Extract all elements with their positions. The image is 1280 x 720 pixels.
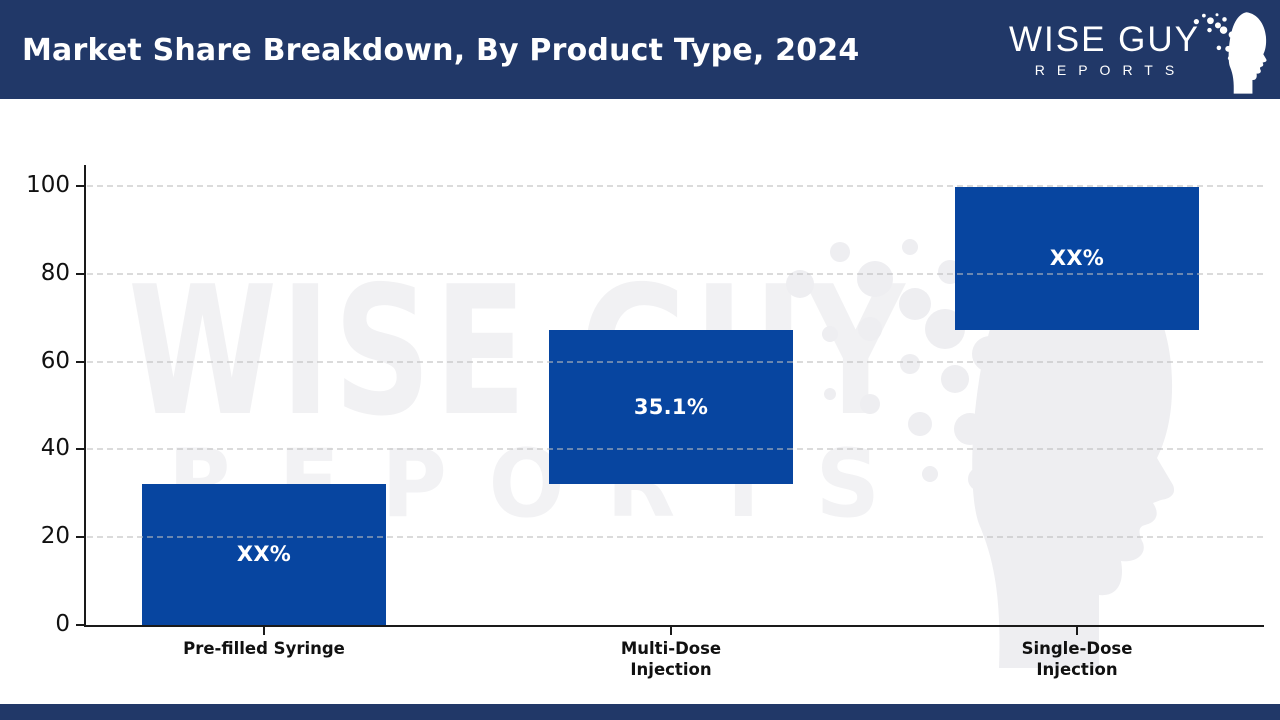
logo-head-icon xyxy=(1193,12,1267,94)
x-tick-mark xyxy=(670,627,672,635)
x-axis-line xyxy=(84,625,1264,627)
x-category-label: Multi-Dose Injection xyxy=(620,639,722,679)
y-tick-label: 0 xyxy=(55,611,70,637)
chart-title: Market Share Breakdown, By Product Type,… xyxy=(22,33,860,68)
x-category-label: Single-Dose Injection xyxy=(1021,639,1133,679)
gridline-20 xyxy=(87,536,1263,539)
y-tick-mark xyxy=(76,624,85,626)
header-bar: Market Share Breakdown, By Product Type,… xyxy=(0,0,1280,99)
logo-wiseguy-text: WISE GUY xyxy=(1008,20,1200,59)
bar-value-label: XX% xyxy=(236,542,292,567)
x-category-label: Pre-filled Syringe xyxy=(183,639,345,658)
y-tick-label: 100 xyxy=(26,172,70,198)
bar-segment: XX% xyxy=(142,483,386,625)
y-tick-label: 80 xyxy=(40,259,70,286)
x-tick-mark xyxy=(263,627,265,635)
y-tick-mark xyxy=(76,448,85,451)
y-tick-mark xyxy=(76,536,85,539)
y-tick-label: 40 xyxy=(40,435,70,462)
gridline-60 xyxy=(87,360,1263,363)
gridline-80 xyxy=(87,272,1263,275)
gridline-40 xyxy=(87,448,1263,451)
logo-reports-text: REPORTS xyxy=(1034,62,1187,78)
bar-segment: 35.1% xyxy=(549,329,793,484)
y-axis-line xyxy=(84,165,86,627)
x-tick-mark xyxy=(1076,627,1078,635)
gridline-100 xyxy=(87,185,1263,187)
bar-segment: XX% xyxy=(955,186,1199,330)
footer-bar xyxy=(0,704,1280,720)
y-tick-mark xyxy=(76,360,85,363)
logo-text: WISE GUY REPORTS xyxy=(1009,20,1200,78)
y-tick-mark xyxy=(76,185,85,187)
bar-value-label: 35.1% xyxy=(633,394,709,419)
y-tick-label: 20 xyxy=(40,523,70,550)
y-tick-label: 60 xyxy=(40,347,70,374)
logo: WISE GUY REPORTS xyxy=(1008,6,1268,96)
y-tick-mark xyxy=(76,272,85,275)
bar-value-label: XX% xyxy=(1049,246,1105,271)
